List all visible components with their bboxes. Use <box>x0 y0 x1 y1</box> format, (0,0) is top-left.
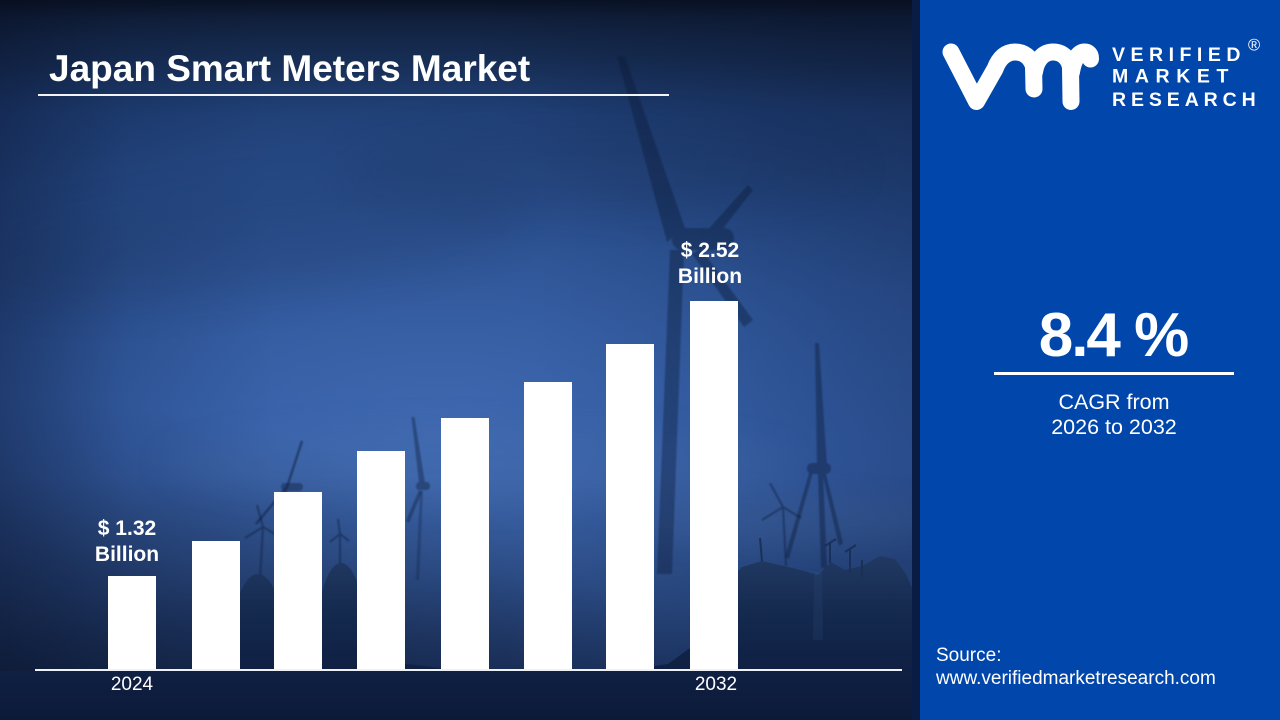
svg-text:®: ® <box>1248 37 1260 55</box>
svg-text:RESEARCH: RESEARCH <box>1112 89 1261 111</box>
svg-text:MARKET: MARKET <box>1112 66 1235 88</box>
svg-text:VERIFIED: VERIFIED <box>1112 44 1246 66</box>
